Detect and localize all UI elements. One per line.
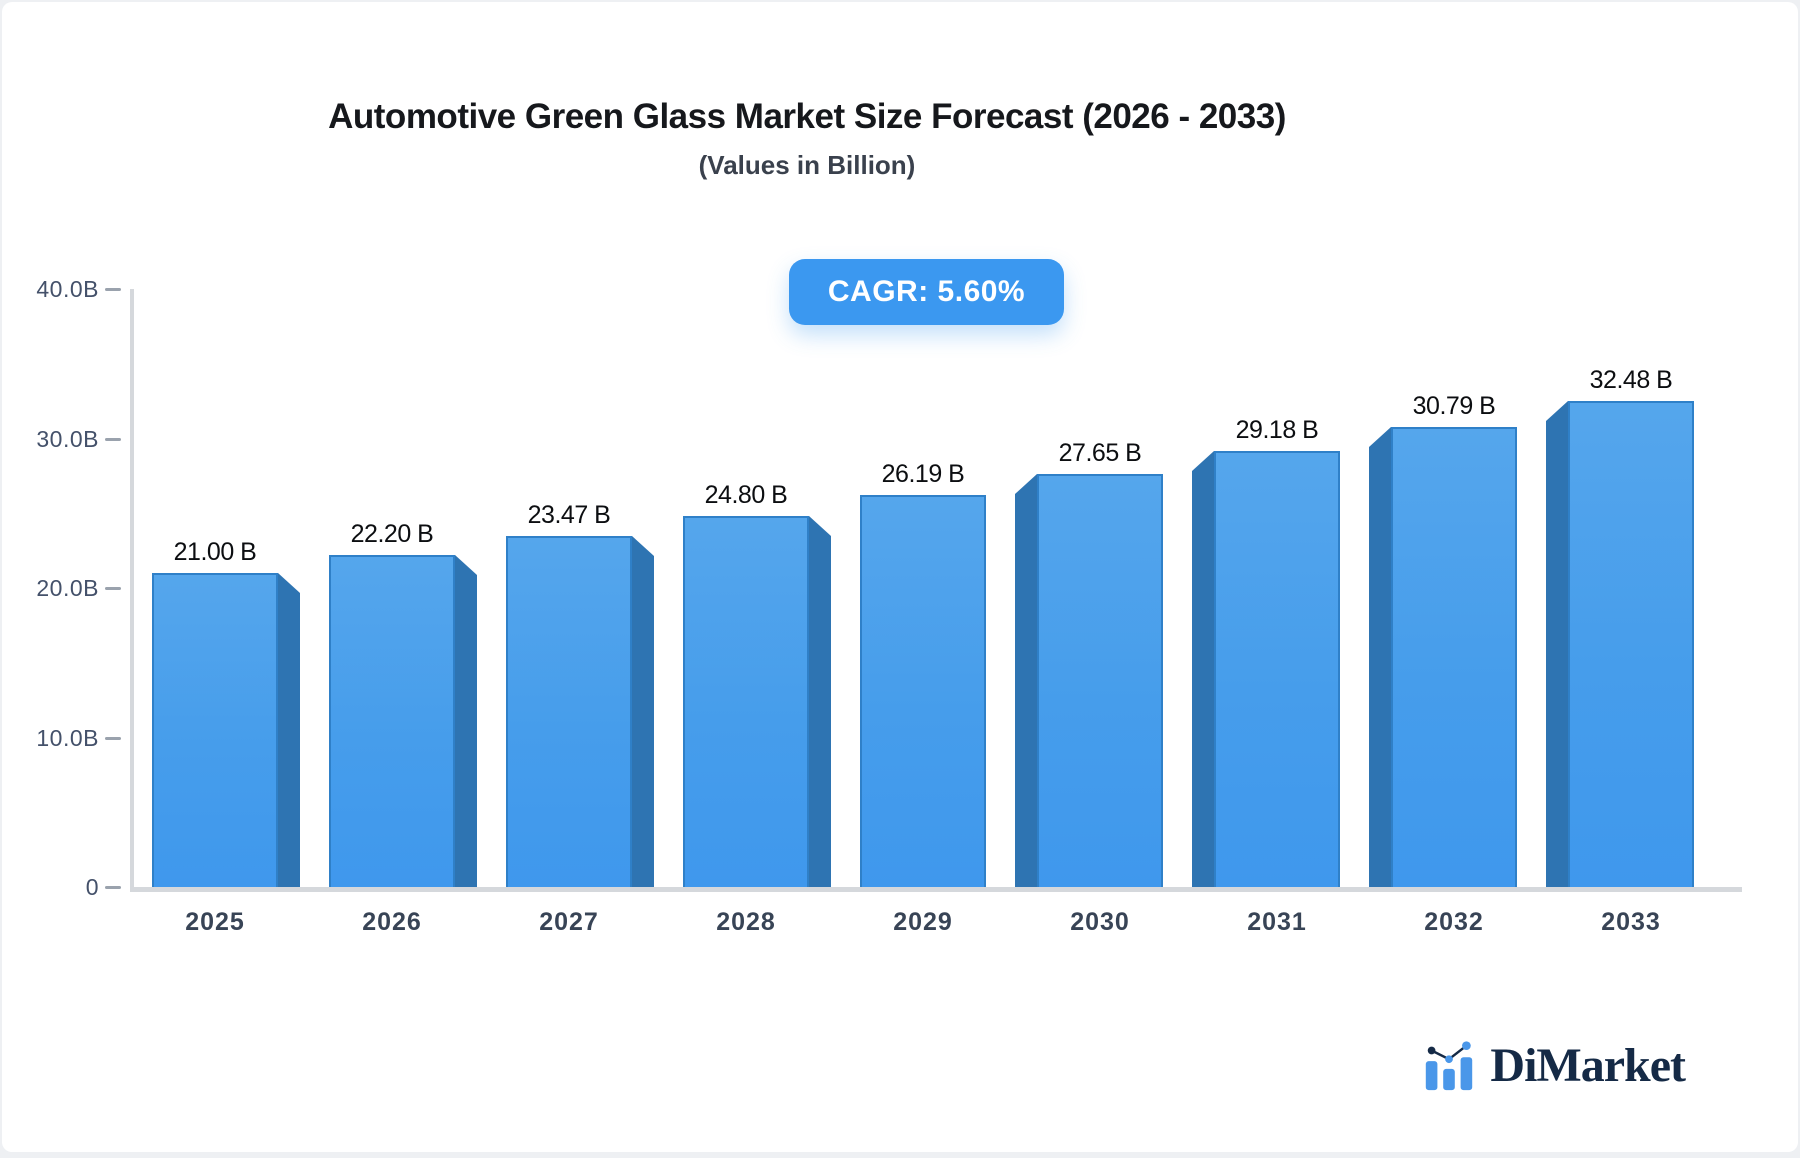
x-axis-label-2026: 2026 xyxy=(362,908,422,936)
bar-2029 xyxy=(860,495,986,887)
x-axis-label-2029: 2029 xyxy=(893,908,953,936)
bar-value-label-2025: 21.00 B xyxy=(173,538,257,566)
bar-2026-side-face xyxy=(455,555,477,887)
chart-subtitle: (Values in Billion) xyxy=(698,150,916,180)
bar-value-label-2032: 30.79 B xyxy=(1412,392,1496,420)
x-axis-label-2033: 2033 xyxy=(1601,908,1661,936)
chart-title: Automotive Green Glass Market Size Forec… xyxy=(328,97,1286,136)
bar-value-label-2033: 32.48 B xyxy=(1589,366,1673,394)
bar-2028 xyxy=(683,516,809,887)
y-axis-tick-label: 10.0B xyxy=(36,724,99,751)
bar-2032 xyxy=(1391,427,1517,887)
x-axis-label-2030: 2030 xyxy=(1070,908,1130,936)
y-axis-tick-label: 20.0B xyxy=(36,575,99,601)
y-axis-line xyxy=(130,289,134,890)
bar-2030-side-face xyxy=(1015,474,1037,887)
bar-2033-side-face xyxy=(1546,401,1568,887)
bar-value-label-2026: 22.20 B xyxy=(350,520,434,548)
x-axis-label-2025: 2025 xyxy=(185,908,245,936)
y-axis-tick-mark xyxy=(105,886,121,889)
bar-2025-side-face xyxy=(278,573,300,887)
x-axis-label-2028: 2028 xyxy=(716,908,776,936)
x-axis-label-2032: 2032 xyxy=(1424,908,1484,936)
bar-value-label-2029: 26.19 B xyxy=(881,460,965,488)
y-axis-tick-mark xyxy=(105,587,121,590)
bar-value-label-2028: 24.80 B xyxy=(704,481,788,509)
y-axis-tick-label: 40.0B xyxy=(36,276,99,302)
brand-name: DiMarket xyxy=(1490,1038,1686,1092)
bar-2028-side-face xyxy=(809,516,831,887)
bar-value-label-2027: 23.47 B xyxy=(527,501,611,529)
bar-2027 xyxy=(506,536,632,887)
bar-2031 xyxy=(1214,451,1340,887)
y-axis-tick-label: 0 xyxy=(85,874,99,900)
x-axis-label-2027: 2027 xyxy=(539,908,599,936)
bar-2030 xyxy=(1037,474,1163,887)
bar-2031-side-face xyxy=(1192,451,1214,887)
y-axis-tick-mark xyxy=(105,736,121,740)
cagr-badge: CAGR: 5.60% xyxy=(789,259,1064,325)
x-axis-label-2031: 2031 xyxy=(1247,908,1307,936)
x-axis-baseline xyxy=(130,887,1742,892)
bar-2033 xyxy=(1568,401,1694,887)
brand-logo: DiMarket xyxy=(1420,1035,1686,1095)
y-axis-tick-mark xyxy=(105,288,121,291)
bar-2025 xyxy=(152,573,278,887)
bar-2032-side-face xyxy=(1369,427,1391,887)
y-axis-tick-mark xyxy=(105,437,121,441)
bar-2027-side-face xyxy=(632,536,654,887)
bar-value-label-2031: 29.18 B xyxy=(1235,416,1319,444)
bar-chart-logo-icon xyxy=(1426,1041,1473,1091)
bar-value-label-2030: 27.65 B xyxy=(1058,439,1142,467)
bar-2026 xyxy=(329,555,455,887)
y-axis-tick-label: 30.0B xyxy=(36,425,99,452)
